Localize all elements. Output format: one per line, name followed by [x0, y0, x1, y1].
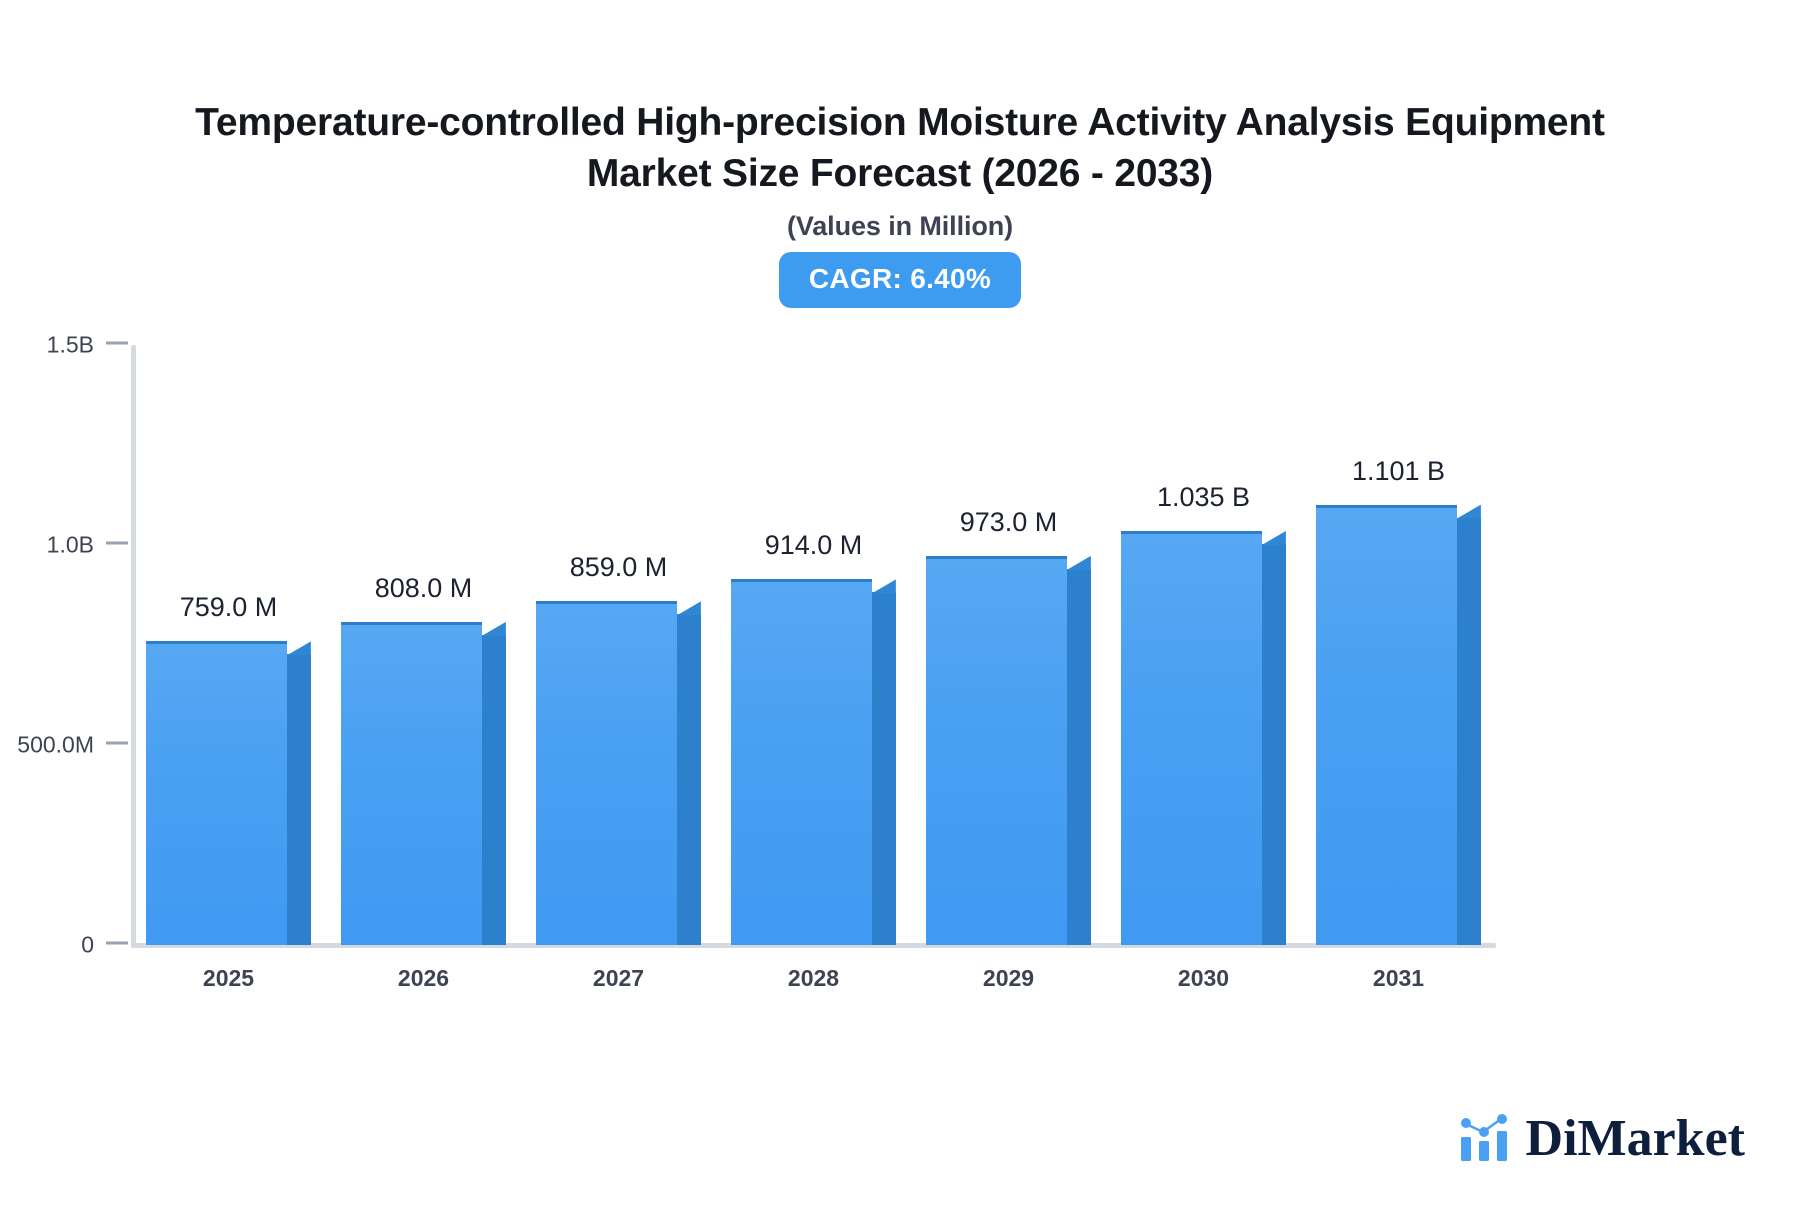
x-axis-tick-2025: 2025	[202, 965, 255, 991]
y-axis-tick-text: 1.5B	[46, 331, 94, 358]
chart-title-line-1: Temperature-controlled High-precision Mo…	[195, 101, 1605, 144]
bar-series: 759.0 M 808.0 M 859.0 M 914.0 M 973.0 M 1.035…	[131, 345, 1496, 945]
y-axis-tick-label: 1.5B	[0, 332, 128, 359]
x-axis-tick-2029: 2029	[982, 965, 1035, 991]
bar-2031[interactable]	[1316, 504, 1481, 945]
y-axis-tick-label: 1.0B	[0, 532, 128, 559]
y-axis-tick-dash-icon	[106, 341, 128, 345]
chart-title-line-2: Market Size Forecast (2026 - 2033)	[586, 151, 1214, 195]
y-axis-tick-dash-icon	[106, 741, 128, 745]
y-axis-tick-text: 0	[81, 931, 94, 958]
bar-side-face	[676, 614, 701, 945]
y-axis-tick-dash-icon	[106, 541, 128, 545]
bar-front-face	[926, 555, 1067, 945]
x-axis-tick-2031: 2031	[1372, 965, 1425, 991]
bar-value-label: 1.035 B	[1156, 482, 1251, 512]
bar-top-bevel	[286, 641, 311, 656]
bar-side-face	[481, 634, 506, 945]
bar-front-face	[731, 579, 872, 945]
chart-header: Temperature-controlled High-precision Mo…	[0, 98, 1800, 308]
bar-slot: 914.0 M	[731, 345, 896, 945]
bar-top-bevel	[871, 579, 896, 594]
bar-slot: 973.0 M	[926, 345, 1091, 945]
bar-slot: 759.0 M	[146, 345, 311, 945]
bar-value-label: 859.0 M	[569, 552, 668, 583]
bar-side-face	[871, 592, 896, 945]
bar-2029[interactable]	[926, 555, 1091, 945]
bar-slot: 1.035 B	[1121, 345, 1286, 945]
bar-value-label: 808.0 M	[374, 572, 473, 603]
bar-front-face	[146, 641, 287, 945]
y-axis-line	[131, 345, 136, 947]
y-axis-tick-text: 500.0M	[17, 731, 94, 758]
bar-top-bevel	[1066, 555, 1091, 570]
bar-2028[interactable]	[731, 579, 896, 945]
bar-front-face	[341, 621, 482, 945]
bar-side-face	[1456, 517, 1481, 945]
y-axis-tick-text: 1.0B	[46, 531, 94, 558]
bar-slot: 808.0 M	[341, 345, 506, 945]
x-axis-line	[131, 943, 1496, 948]
status-badge-cagr: CAGR: 6.40%	[778, 252, 1022, 308]
brand-logo-text: DiMarket	[1525, 1109, 1745, 1167]
y-axis-tick-label: 0	[0, 932, 128, 959]
bar-2025[interactable]	[146, 641, 311, 945]
y-axis-tick-dash-icon	[106, 941, 128, 945]
bar-side-face	[1261, 544, 1286, 945]
bar-value-label: 1.101 B	[1351, 455, 1446, 486]
bar-2030[interactable]	[1121, 531, 1286, 945]
bar-value-label: 973.0 M	[959, 506, 1058, 537]
bar-value-label: 914.0 M	[764, 530, 863, 561]
bar-front-face	[1316, 504, 1457, 945]
y-axis-tick-label: 500.0M	[0, 732, 128, 759]
bar-top-bevel	[1261, 531, 1286, 545]
x-axis-tick-2026: 2026	[397, 965, 450, 991]
bar-side-face	[1066, 568, 1091, 945]
bar-slot: 1.101 B	[1316, 345, 1481, 945]
bar-top-bevel	[676, 601, 701, 616]
bar-side-face	[286, 654, 311, 945]
bar-slot: 859.0 M	[536, 345, 701, 945]
cagr-badge-wrapper: CAGR: 6.40%	[0, 252, 1800, 308]
x-axis-tick-2030: 2030	[1177, 965, 1230, 991]
x-axis-tick-2027: 2027	[592, 965, 645, 991]
brand-logo: DiMarket	[1458, 1110, 1745, 1167]
bar-2027[interactable]	[536, 601, 701, 945]
bar-2026[interactable]	[341, 621, 506, 945]
chart-subtitle: (Values in Million)	[786, 211, 1014, 242]
bar-top-bevel	[1456, 504, 1481, 519]
bar-chart-logo-icon	[1458, 1110, 1516, 1167]
bar-front-face	[536, 601, 677, 945]
bar-value-label: 759.0 M	[179, 592, 278, 623]
page-title: Temperature-controlled High-precision Mo…	[150, 98, 1650, 199]
bar-top-bevel	[481, 621, 506, 636]
bar-front-face	[1121, 531, 1262, 945]
x-axis-tick-2028: 2028	[787, 965, 840, 991]
